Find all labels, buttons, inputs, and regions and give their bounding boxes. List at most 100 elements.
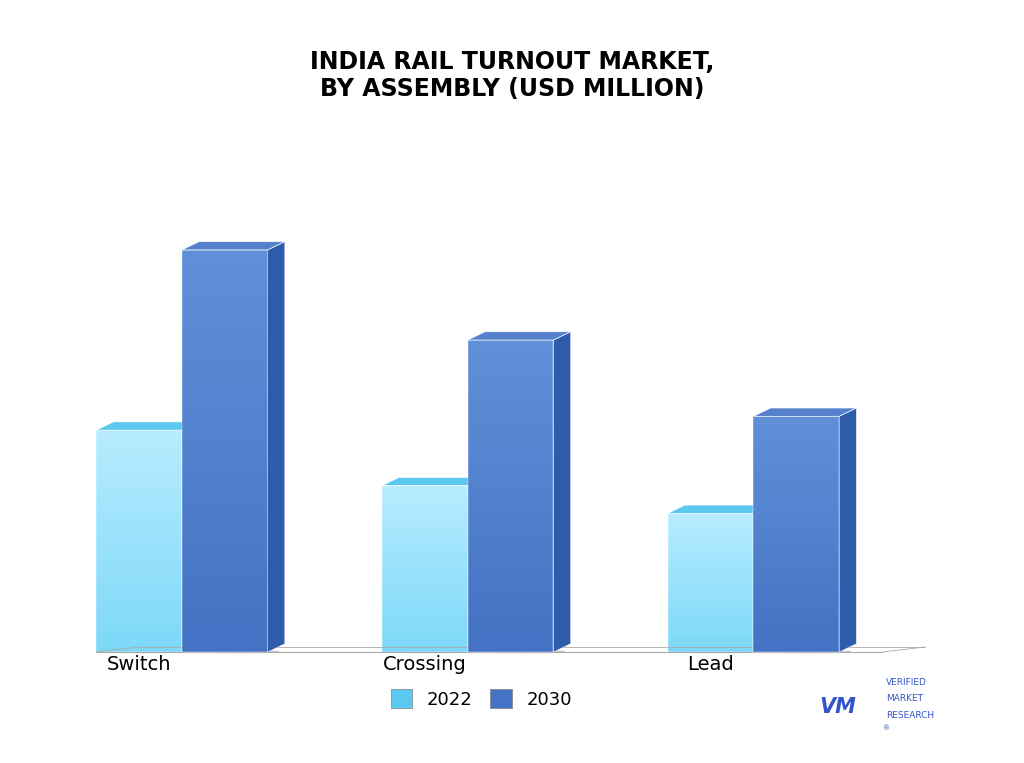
Polygon shape bbox=[468, 538, 553, 548]
Polygon shape bbox=[754, 510, 840, 518]
Polygon shape bbox=[754, 432, 840, 440]
Polygon shape bbox=[668, 569, 754, 574]
Polygon shape bbox=[96, 563, 182, 571]
Polygon shape bbox=[668, 592, 754, 597]
Polygon shape bbox=[96, 452, 182, 460]
Polygon shape bbox=[182, 357, 267, 371]
Polygon shape bbox=[668, 638, 754, 642]
Polygon shape bbox=[468, 517, 553, 527]
Polygon shape bbox=[382, 619, 468, 624]
Polygon shape bbox=[382, 552, 468, 558]
Polygon shape bbox=[668, 546, 754, 550]
Polygon shape bbox=[754, 644, 840, 652]
Polygon shape bbox=[96, 497, 182, 504]
Ellipse shape bbox=[389, 651, 471, 652]
Polygon shape bbox=[182, 518, 267, 531]
Polygon shape bbox=[182, 242, 285, 250]
Polygon shape bbox=[96, 511, 182, 519]
Polygon shape bbox=[182, 290, 267, 304]
Text: MARKET: MARKET bbox=[886, 694, 923, 703]
Polygon shape bbox=[182, 491, 267, 504]
Polygon shape bbox=[382, 569, 468, 575]
Polygon shape bbox=[754, 505, 771, 652]
Legend: 2022, 2030: 2022, 2030 bbox=[383, 682, 580, 716]
Polygon shape bbox=[468, 402, 553, 413]
Polygon shape bbox=[96, 533, 182, 541]
Polygon shape bbox=[382, 478, 484, 485]
Polygon shape bbox=[468, 559, 553, 569]
Polygon shape bbox=[668, 597, 754, 601]
Polygon shape bbox=[468, 372, 553, 382]
Polygon shape bbox=[382, 513, 468, 519]
Polygon shape bbox=[754, 526, 840, 534]
Polygon shape bbox=[668, 647, 754, 652]
Polygon shape bbox=[382, 585, 468, 591]
Polygon shape bbox=[182, 317, 267, 330]
Polygon shape bbox=[754, 558, 840, 565]
Polygon shape bbox=[754, 620, 840, 629]
Polygon shape bbox=[382, 530, 468, 536]
Polygon shape bbox=[182, 330, 267, 344]
Polygon shape bbox=[668, 624, 754, 629]
Polygon shape bbox=[668, 513, 754, 518]
Polygon shape bbox=[182, 504, 267, 518]
Polygon shape bbox=[468, 350, 553, 361]
Polygon shape bbox=[668, 523, 754, 527]
Text: Switch: Switch bbox=[106, 655, 171, 674]
Polygon shape bbox=[754, 448, 840, 456]
Polygon shape bbox=[182, 384, 267, 398]
Ellipse shape bbox=[103, 651, 185, 652]
Polygon shape bbox=[668, 588, 754, 592]
Polygon shape bbox=[754, 534, 840, 542]
Polygon shape bbox=[96, 519, 182, 526]
Polygon shape bbox=[182, 371, 267, 384]
Polygon shape bbox=[182, 304, 267, 317]
Polygon shape bbox=[668, 518, 754, 523]
Polygon shape bbox=[754, 424, 840, 432]
Polygon shape bbox=[96, 475, 182, 482]
Polygon shape bbox=[668, 564, 754, 569]
Polygon shape bbox=[96, 623, 182, 629]
Polygon shape bbox=[668, 532, 754, 536]
Polygon shape bbox=[468, 590, 553, 600]
Polygon shape bbox=[382, 491, 468, 497]
Polygon shape bbox=[668, 555, 754, 559]
Polygon shape bbox=[96, 437, 182, 445]
Polygon shape bbox=[668, 601, 754, 606]
Polygon shape bbox=[382, 508, 468, 513]
Polygon shape bbox=[754, 581, 840, 589]
Polygon shape bbox=[468, 485, 553, 496]
Polygon shape bbox=[468, 361, 553, 372]
Polygon shape bbox=[382, 613, 468, 619]
Polygon shape bbox=[96, 482, 182, 489]
Polygon shape bbox=[182, 465, 267, 478]
Polygon shape bbox=[96, 526, 182, 533]
Polygon shape bbox=[754, 613, 840, 620]
Polygon shape bbox=[668, 559, 754, 564]
Polygon shape bbox=[468, 444, 553, 455]
Polygon shape bbox=[468, 569, 553, 579]
Polygon shape bbox=[182, 451, 267, 465]
Polygon shape bbox=[96, 460, 182, 467]
Polygon shape bbox=[267, 242, 285, 652]
Polygon shape bbox=[468, 631, 553, 642]
Polygon shape bbox=[96, 629, 182, 637]
Polygon shape bbox=[468, 642, 553, 652]
Polygon shape bbox=[182, 478, 267, 491]
Polygon shape bbox=[468, 423, 553, 433]
Polygon shape bbox=[182, 250, 267, 263]
Polygon shape bbox=[96, 430, 182, 437]
Polygon shape bbox=[382, 502, 468, 508]
Polygon shape bbox=[754, 408, 856, 417]
Polygon shape bbox=[182, 612, 267, 625]
Polygon shape bbox=[96, 645, 182, 652]
Polygon shape bbox=[96, 504, 182, 511]
Polygon shape bbox=[754, 456, 840, 463]
Polygon shape bbox=[468, 496, 553, 507]
Polygon shape bbox=[668, 550, 754, 555]
Polygon shape bbox=[96, 541, 182, 549]
Polygon shape bbox=[468, 478, 484, 652]
Polygon shape bbox=[382, 607, 468, 613]
Polygon shape bbox=[754, 605, 840, 613]
Ellipse shape bbox=[483, 651, 565, 652]
